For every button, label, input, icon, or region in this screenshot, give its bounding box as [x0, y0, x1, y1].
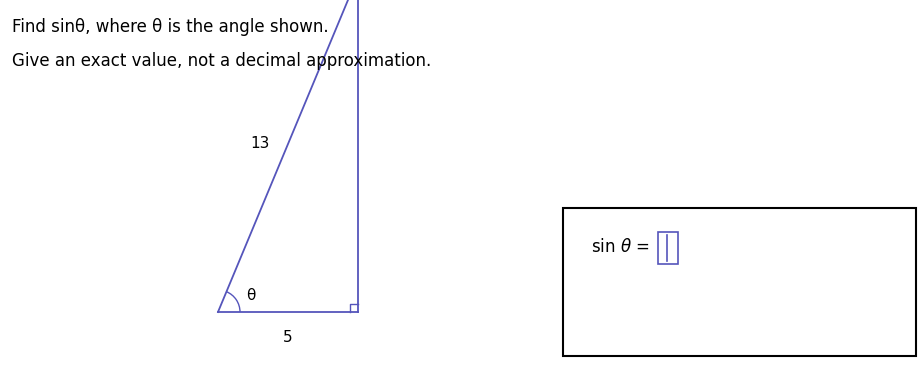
- Text: Give an exact value, not a decimal approximation.: Give an exact value, not a decimal appro…: [12, 52, 431, 70]
- Text: 13: 13: [251, 137, 270, 151]
- Text: sin $\theta$ =: sin $\theta$ =: [591, 238, 650, 256]
- Text: θ: θ: [246, 289, 255, 303]
- Text: Find sinθ, where θ is the angle shown.: Find sinθ, where θ is the angle shown.: [12, 18, 329, 36]
- Text: 5: 5: [283, 330, 293, 345]
- Bar: [658, 232, 678, 264]
- Bar: [563, 208, 916, 356]
